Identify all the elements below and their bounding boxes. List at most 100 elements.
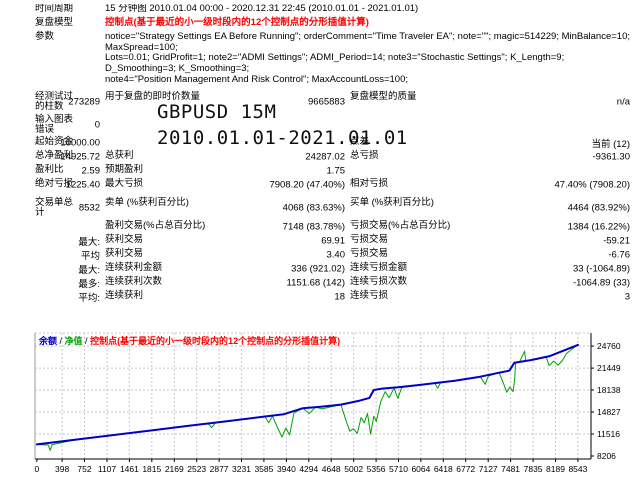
y-tick-label: 21449 — [597, 363, 621, 373]
report-cell: 总净盈利 14925.72 — [35, 150, 100, 163]
report-label: 亏损交易 — [350, 233, 389, 245]
report-label: 起始资金 — [35, 136, 74, 148]
report-row: 平均: 连续获利 18 连续亏损 3 — [35, 289, 630, 304]
report-row: 时间周期 15 分钟图 2010.01.04 00:00 - 2020.12.31… — [35, 4, 630, 16]
report-value: 最大: — [78, 264, 100, 276]
report-value: n/a — [616, 96, 630, 108]
report-cell: 时间周期 — [35, 4, 100, 16]
report-label: 连续亏损 — [350, 289, 389, 301]
report-value: 18 — [334, 291, 345, 303]
report-cell: 总亏损 -9361.30 — [350, 150, 630, 163]
x-tick-label: 8189 — [546, 464, 565, 474]
report-cell: 连续亏损次数 -1064.89 (33) — [350, 275, 630, 289]
report-label: 时间周期 — [35, 4, 74, 14]
report-value: 14925.72 — [60, 151, 100, 163]
balance-chart: 0 398 752 1107 1461 1815 2169 2523 2877 3231 3585 3… — [0, 331, 640, 480]
report-row: 盈利比 2.59 预期盈利 1.75 — [35, 164, 630, 177]
x-tick-label: 7835 — [524, 464, 543, 474]
chart-legend: 余额 / 净值 / 控制点(基于最近的小一级时段内的12个控制点的分形插值计算) — [39, 334, 340, 347]
report-value: 2.59 — [81, 165, 101, 177]
report-row: 经测试过的柱数 273289 用于复盘的即时价数量 9665883 复盘模型的质量 n/a — [35, 91, 630, 113]
report-value: 273289 — [68, 96, 100, 108]
report-value: -1064.89 (33) — [572, 277, 630, 289]
report-value: 最大: — [78, 236, 100, 248]
report-cell: 最大亏损 7908.20 (47.40%) — [105, 178, 345, 191]
report-label: 绝对亏损 — [35, 178, 74, 190]
report-cell: 获利交易 3.40 — [105, 247, 346, 261]
report-label: 盈利交易(%占总百分比) — [105, 219, 206, 231]
backtest-report-table: 时间周期 15 分钟图 2010.01.04 00:00 - 2020.12.31… — [35, 4, 630, 330]
report-row: 复盘模型 控制点(基于最近的小一级时段内的12个控制点的分形插值计算) — [35, 17, 630, 30]
report-label: 连续获利次数 — [105, 275, 163, 287]
x-tick-label: 398 — [55, 464, 69, 474]
legend-model-label: 控制点(基于最近的小一级时段内的12个控制点的分形插值计算) — [90, 336, 341, 346]
legend-separator: / — [57, 336, 65, 346]
report-row: 最大: 连续获利金额 336 (921.02) 连续亏损金额 33 (-1064.89) — [35, 262, 630, 276]
report-value: 平均: — [78, 292, 100, 304]
report-label: 总净盈利 — [35, 150, 74, 162]
report-value: 1384 (16.22%) — [567, 221, 630, 233]
report-label: 亏损交易 — [350, 247, 389, 259]
y-tick-label: 14827 — [597, 407, 621, 417]
y-tick-label: 18138 — [597, 385, 621, 395]
report-value: 1225.40 — [65, 179, 100, 191]
report-cell: 复盘模型 — [35, 17, 100, 30]
report-value: 9665883 — [308, 96, 345, 108]
report-value: 8532 — [78, 202, 100, 214]
report-label: 最大亏损 — [105, 178, 144, 190]
report-value: 24287.02 — [305, 151, 345, 163]
chart-watermark: GBPUSD 15M 2010.01.01-2021.01.01 — [157, 100, 408, 151]
report-cell: 相对亏损 47.40% (7908.20) — [350, 178, 630, 191]
report-cell: 亏损交易(%占总百分比) 1384 (16.22%) — [350, 220, 630, 233]
report-value: 33 (-1064.89) — [572, 263, 630, 275]
report-label: 预期盈利 — [105, 164, 144, 176]
watermark-daterange: 2010.01.01-2021.01.01 — [157, 126, 408, 149]
x-tick-label: 2877 — [210, 464, 229, 474]
report-value: 3.40 — [326, 249, 346, 261]
report-value: -6.76 — [608, 249, 630, 261]
report-cell: 获利交易 69.91 — [105, 233, 345, 247]
report-label: 获利交易 — [105, 247, 144, 259]
report-row: 绝对亏损 1225.40 最大亏损 7908.20 (47.40%) 相对亏损 47.40… — [35, 178, 630, 191]
report-cell: 总获利 24287.02 — [105, 150, 345, 163]
report-cell: 复盘模型的质量 n/a — [350, 91, 630, 113]
x-tick-label: 5710 — [389, 464, 408, 474]
report-cell: 连续获利次数 1151.68 (142) — [105, 275, 345, 289]
report-cell: 经测试过的柱数 273289 — [35, 92, 100, 113]
report-value: 平均 — [80, 250, 100, 262]
report-value: 1.75 — [326, 165, 346, 177]
report-cell: 预期盈利 1.75 — [105, 164, 346, 177]
x-tick-label: 8543 — [568, 464, 587, 474]
legend-equity-label: 净值 — [64, 336, 83, 346]
balance-chart-svg: 0 398 752 1107 1461 1815 2169 2523 2877 3231 3585 3… — [34, 332, 621, 474]
report-cell: 点差 当前 (12) — [350, 136, 630, 150]
x-tick-label: 6064 — [411, 464, 430, 474]
report-value-wide: 15 分钟图 2010.01.04 00:00 - 2020.12.31 22:… — [105, 4, 419, 14]
report-cell: 亏损交易 -6.76 — [350, 247, 630, 261]
report-cell — [35, 221, 100, 233]
report-label: 买单 (%获利百分比) — [350, 197, 434, 209]
report-label: 点差 — [350, 136, 370, 148]
report-label: 获利交易 — [105, 233, 144, 245]
report-label: 总亏损 — [350, 150, 379, 162]
report-label: 用于复盘的即时价数量 — [105, 91, 201, 103]
report-cell: 盈利比 2.59 — [35, 164, 101, 177]
x-tick-label: 4648 — [322, 464, 341, 474]
report-row: 总净盈利 14925.72 总获利 24287.02 总亏损 -9361.30 — [35, 150, 630, 163]
report-value-wide: notice="Strategy Settings EA Before Runn… — [105, 31, 630, 85]
report-cell: 输入图表错误 0 — [35, 114, 100, 136]
watermark-symbol: GBPUSD 15M — [157, 101, 277, 123]
report-label: 交易单总计 — [35, 197, 74, 219]
report-label: 盈利比 — [35, 164, 64, 176]
x-tick-label: 7127 — [479, 464, 498, 474]
report-label: 总获利 — [105, 150, 134, 162]
report-value: 3 — [624, 291, 630, 303]
report-value: 69.91 — [321, 235, 345, 247]
report-cell: 盈利交易(%占总百分比) 7148 (83.78%) — [105, 219, 345, 233]
report-value: -9361.30 — [592, 151, 630, 163]
x-tick-label: 4294 — [299, 464, 318, 474]
report-row: 输入图表错误 0 — [35, 114, 630, 136]
report-label: 连续亏损次数 — [350, 275, 408, 287]
report-cell: 参数 — [35, 31, 100, 85]
report-label: 经测试过的柱数 — [35, 91, 74, 113]
